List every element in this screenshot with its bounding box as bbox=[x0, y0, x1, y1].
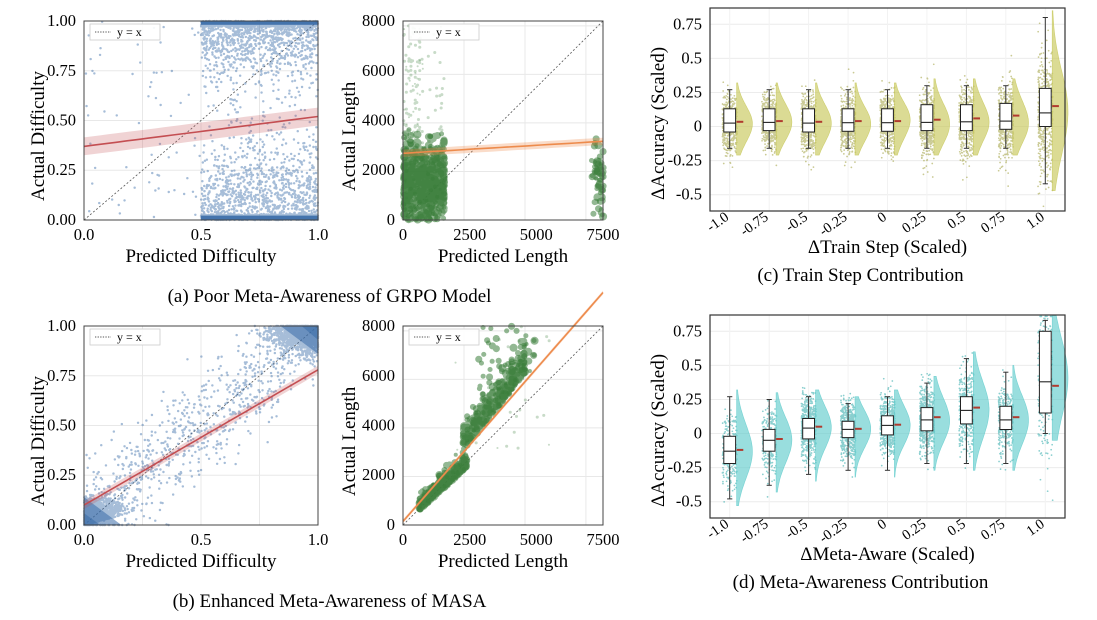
svg-text:2000: 2000 bbox=[362, 160, 395, 179]
svg-text:8000: 8000 bbox=[362, 316, 395, 335]
svg-text:0.25: 0.25 bbox=[899, 209, 929, 237]
svg-text:4000: 4000 bbox=[362, 111, 395, 130]
svg-text:5000: 5000 bbox=[520, 530, 553, 549]
svg-text:Predicted Difficulty: Predicted Difficulty bbox=[125, 551, 277, 572]
svg-text:-0.25: -0.25 bbox=[816, 209, 850, 239]
svg-text:ΔMeta-Aware (Scaled): ΔMeta-Aware (Scaled) bbox=[800, 544, 975, 565]
svg-text:0.25: 0.25 bbox=[47, 160, 76, 179]
svg-text:-0.5: -0.5 bbox=[783, 209, 811, 235]
svg-text:0.5: 0.5 bbox=[191, 530, 212, 549]
svg-text:0: 0 bbox=[875, 209, 890, 226]
svg-text:0.5: 0.5 bbox=[945, 209, 969, 233]
svg-text:-0.75: -0.75 bbox=[738, 516, 772, 546]
svg-text:0.50: 0.50 bbox=[47, 416, 76, 435]
svg-text:-0.75: -0.75 bbox=[738, 209, 772, 239]
svg-text:8000: 8000 bbox=[362, 11, 395, 30]
svg-text:0: 0 bbox=[694, 117, 702, 136]
svg-text:0: 0 bbox=[399, 225, 407, 244]
svg-text:1.0: 1.0 bbox=[308, 225, 329, 244]
svg-text:Predicted Length: Predicted Length bbox=[438, 551, 569, 572]
svg-text:y = x: y = x bbox=[436, 330, 461, 344]
svg-text:0.75: 0.75 bbox=[673, 14, 702, 33]
svg-text:y = x: y = x bbox=[117, 330, 142, 344]
svg-text:-1.0: -1.0 bbox=[704, 516, 732, 542]
svg-text:-0.25: -0.25 bbox=[668, 458, 702, 477]
svg-text:Predicted Difficulty: Predicted Difficulty bbox=[125, 246, 277, 267]
svg-text:0.00: 0.00 bbox=[47, 515, 76, 534]
svg-text:2500: 2500 bbox=[453, 530, 486, 549]
svg-text:1.00: 1.00 bbox=[47, 11, 76, 30]
svg-text:1.0: 1.0 bbox=[1024, 516, 1048, 540]
svg-text:0.25: 0.25 bbox=[673, 390, 702, 409]
svg-text:0.5: 0.5 bbox=[681, 355, 702, 374]
svg-text:Predicted Length: Predicted Length bbox=[438, 246, 569, 267]
svg-text:-0.25: -0.25 bbox=[668, 151, 702, 170]
svg-text:0.5: 0.5 bbox=[191, 225, 212, 244]
svg-text:1.0: 1.0 bbox=[308, 530, 329, 549]
svg-text:0.25: 0.25 bbox=[673, 83, 702, 102]
svg-text:-0.25: -0.25 bbox=[816, 516, 850, 546]
svg-text:6000: 6000 bbox=[362, 61, 395, 80]
svg-text:-0.5: -0.5 bbox=[676, 492, 702, 511]
svg-text:0.75: 0.75 bbox=[47, 61, 76, 80]
svg-text:0.0: 0.0 bbox=[74, 225, 95, 244]
svg-text:7500: 7500 bbox=[587, 225, 620, 244]
svg-text:5000: 5000 bbox=[520, 225, 553, 244]
svg-text:ΔTrain Step (Scaled): ΔTrain Step (Scaled) bbox=[808, 237, 967, 258]
svg-text:0: 0 bbox=[399, 530, 407, 549]
svg-text:4000: 4000 bbox=[362, 416, 395, 435]
svg-text:0: 0 bbox=[875, 516, 890, 533]
svg-text:-1.0: -1.0 bbox=[704, 209, 732, 235]
svg-text:0.75: 0.75 bbox=[978, 209, 1008, 237]
svg-text:0.75: 0.75 bbox=[47, 366, 76, 385]
svg-text:0.5: 0.5 bbox=[945, 516, 969, 540]
svg-text:7500: 7500 bbox=[587, 530, 620, 549]
svg-text:0.00: 0.00 bbox=[47, 210, 76, 229]
svg-text:2000: 2000 bbox=[362, 465, 395, 484]
svg-text:1.0: 1.0 bbox=[1024, 209, 1048, 233]
svg-text:0.5: 0.5 bbox=[681, 48, 702, 67]
svg-text:y = x: y = x bbox=[117, 25, 142, 39]
svg-text:1.00: 1.00 bbox=[47, 316, 76, 335]
svg-text:0.0: 0.0 bbox=[74, 530, 95, 549]
svg-text:0.25: 0.25 bbox=[47, 465, 76, 484]
svg-text:0: 0 bbox=[387, 515, 395, 534]
svg-text:-0.5: -0.5 bbox=[676, 185, 702, 204]
svg-text:0.75: 0.75 bbox=[978, 516, 1008, 544]
svg-text:-0.5: -0.5 bbox=[783, 516, 811, 542]
svg-text:0.75: 0.75 bbox=[673, 321, 702, 340]
svg-text:y = x: y = x bbox=[436, 25, 461, 39]
svg-text:0.50: 0.50 bbox=[47, 111, 76, 130]
svg-text:6000: 6000 bbox=[362, 366, 395, 385]
svg-text:0: 0 bbox=[694, 424, 702, 443]
svg-text:0.25: 0.25 bbox=[899, 516, 929, 544]
svg-text:0: 0 bbox=[387, 210, 395, 229]
svg-text:2500: 2500 bbox=[453, 225, 486, 244]
